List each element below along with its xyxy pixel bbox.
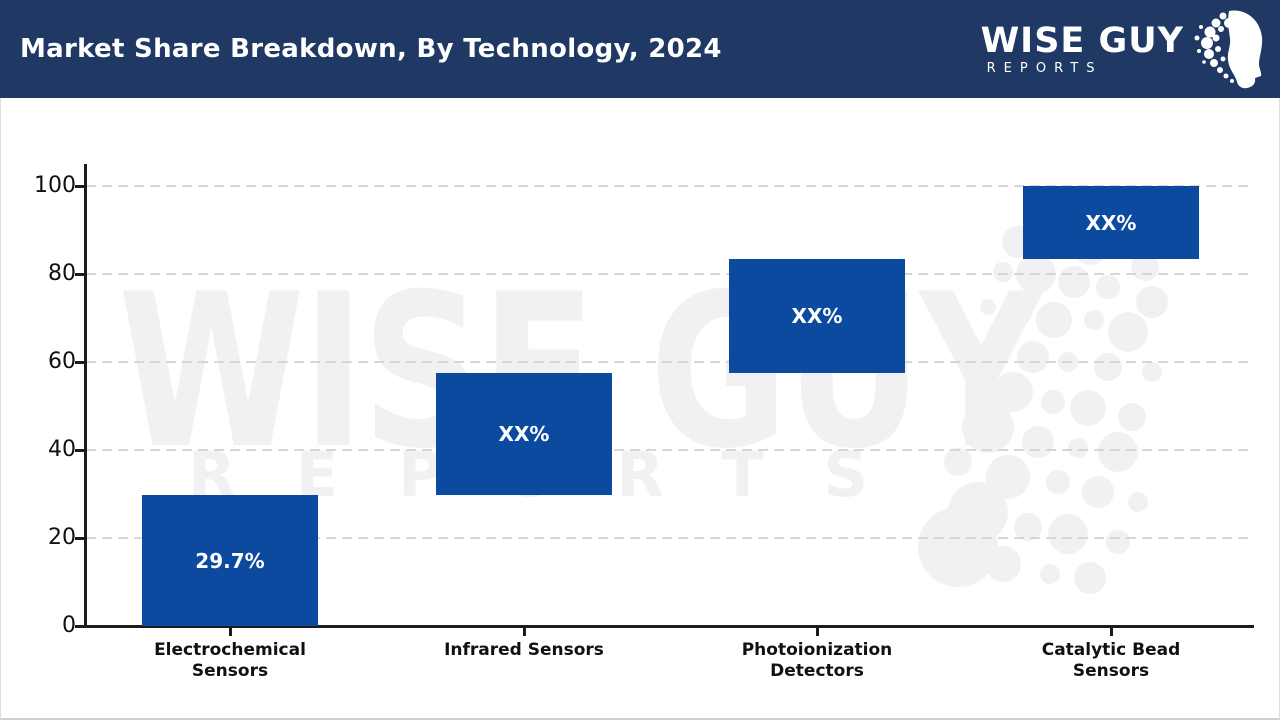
bar-value-label: XX% [1085,210,1137,235]
y-tick-label: 60 [48,349,76,374]
y-tick-label: 80 [48,261,76,286]
y-tick [75,360,84,364]
logo-text: WISE GUY REPORTS [981,23,1184,76]
logo-wordmark: WISE GUY [980,20,1184,61]
y-axis [84,164,87,628]
bar-value-label: XX% [791,304,843,328]
x-category-label-line: Electrochemical [154,640,306,660]
gridline [86,185,1254,187]
gridline [86,537,1254,539]
x-category-label: Catalytic Bead Sensors [981,640,1241,682]
gridline [86,449,1254,451]
y-tick-label: 100 [34,173,76,198]
y-tick [75,536,84,540]
x-axis [84,625,1254,628]
x-category-label-line: Sensors [191,661,269,681]
x-tick [228,628,232,636]
y-tick [75,448,84,452]
x-tick [1109,628,1113,636]
gridline [86,361,1254,363]
y-tick [75,272,84,276]
x-category-label-line: Detectors [770,661,864,681]
y-tick [75,624,84,628]
bar: XX% [729,259,905,373]
wiseguy-logo: WISE GUY REPORTS [981,7,1266,91]
bar-value-label: XX% [498,422,550,447]
x-category-label: Photoionization Detectors [687,640,947,682]
bar: 29.7% [142,495,318,626]
wiseguy-face-icon [1194,10,1263,89]
y-tick-label: 0 [62,613,76,638]
x-category-label: Infrared Sensors [394,640,654,661]
bar: XX% [1023,186,1199,260]
y-tick-label: 40 [48,437,76,462]
face-dots-watermark-icon [918,222,1168,594]
x-category-label-line: Sensors [1072,661,1150,681]
logo-subtitle: REPORTS [986,60,1103,76]
x-category-label: Electrochemical Sensors [100,640,360,682]
bar: XX% [436,373,612,496]
x-tick [815,628,819,636]
x-tick [522,628,526,636]
x-category-label-line: Infrared Sensors [444,640,604,660]
bar-value-label: 29.7% [195,548,265,573]
x-category-label-line: Photoionization [741,640,893,660]
y-tick-label: 20 [48,525,76,550]
y-tick [75,184,84,188]
page-title: Market Share Breakdown, By Technology, 2… [20,34,722,64]
x-category-label-line: Catalytic Bead [1041,640,1181,660]
gridline [86,273,1254,275]
header-bar: Market Share Breakdown, By Technology, 2… [0,0,1280,98]
